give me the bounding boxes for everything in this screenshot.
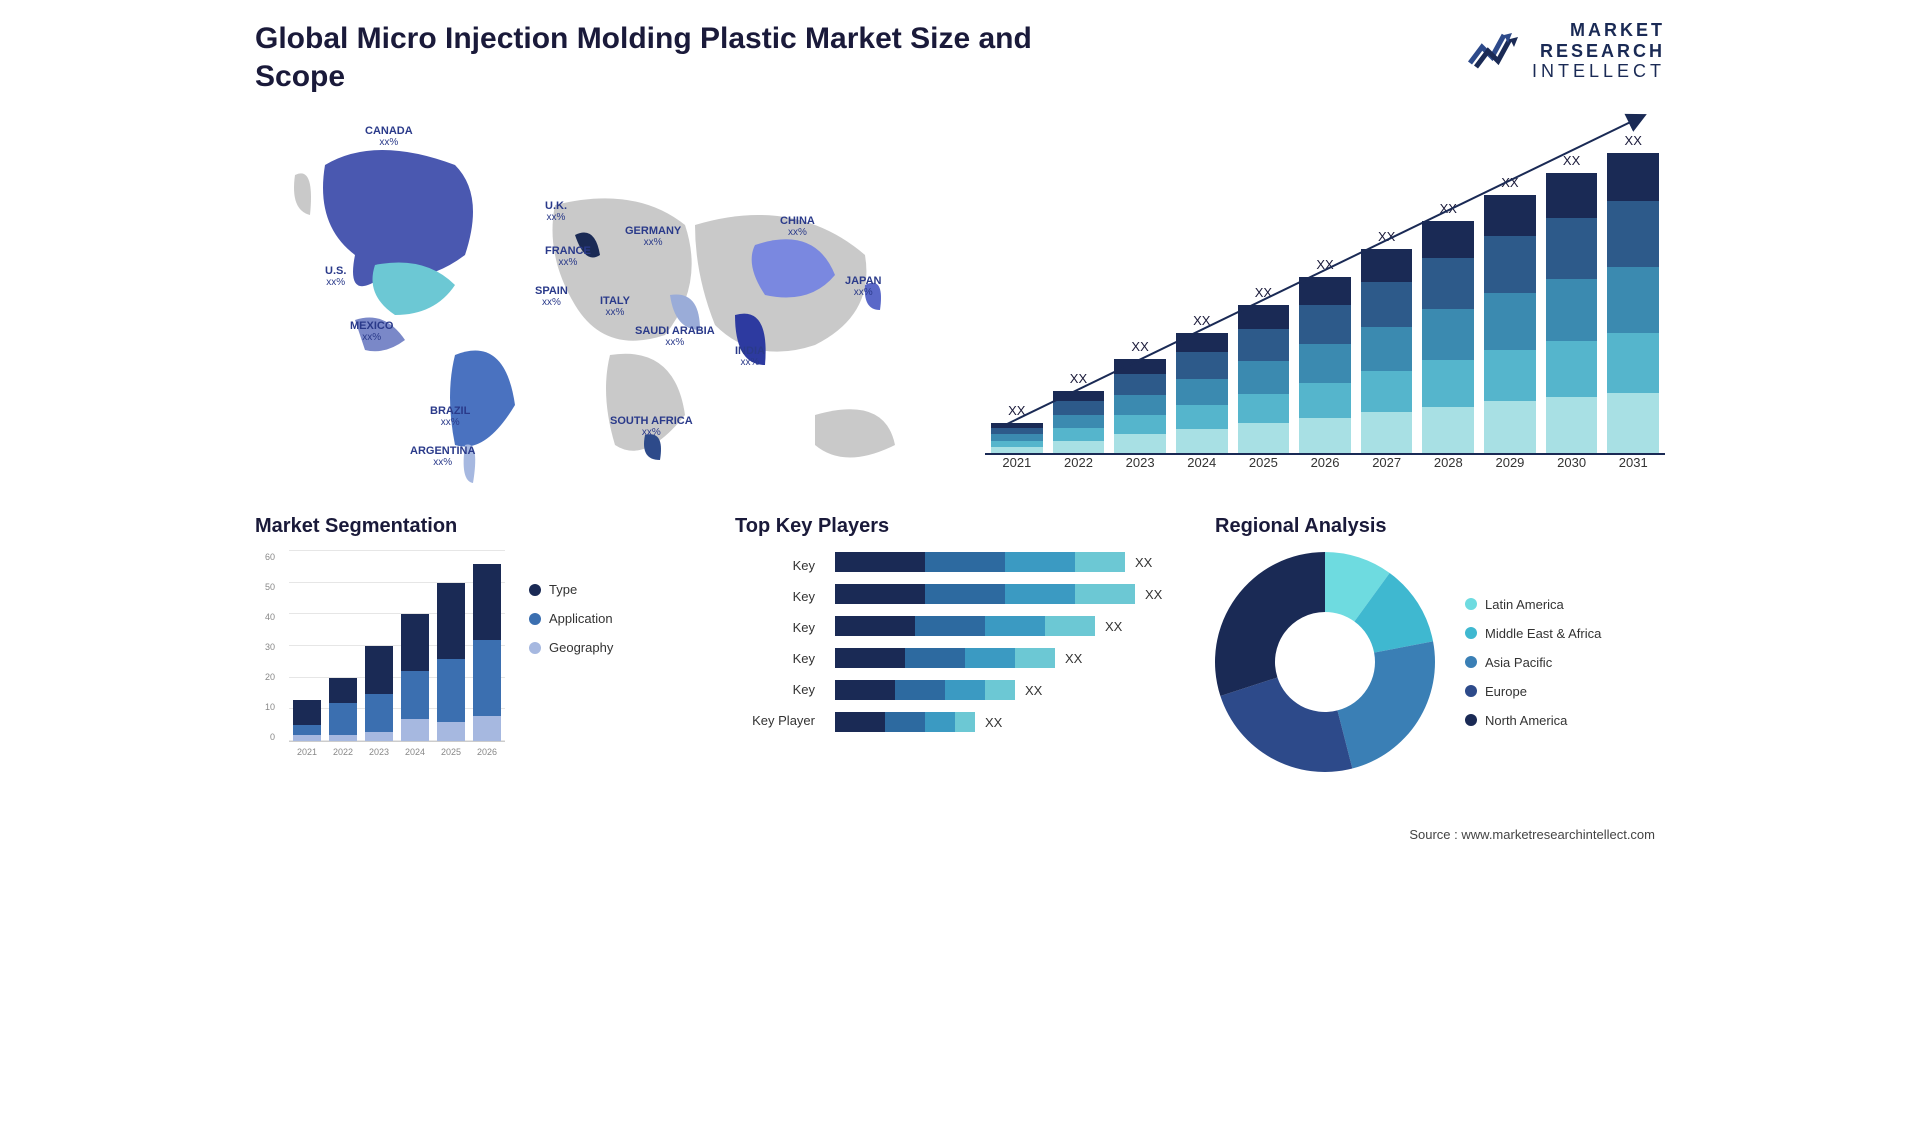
regional-legend-latin-america: Latin America: [1465, 597, 1601, 612]
growth-bar-2024: XX: [1176, 333, 1228, 453]
players-title: Top Key Players: [735, 515, 1185, 538]
logo-icon: [1466, 27, 1520, 76]
logo-line1: MARKET: [1570, 20, 1665, 40]
brand-logo: MARKET RESEARCH INTELLECT: [1466, 20, 1665, 82]
map-label-france: FRANCExx%: [545, 245, 591, 268]
regional-title: Regional Analysis: [1215, 515, 1665, 538]
growth-xlabel: 2022: [1053, 455, 1105, 470]
seg-bar-2022: 2022: [329, 678, 357, 741]
map-label-mexico: MEXICOxx%: [350, 320, 393, 343]
map-label-germany: GERMANYxx%: [625, 225, 681, 248]
map-label-saudi-arabia: SAUDI ARABIAxx%: [635, 325, 715, 348]
player-bar-row: XX: [835, 584, 1185, 604]
world-map-panel: CANADAxx% U.S.xx% MEXICOxx% BRAZILxx% ARGENT…: [255, 105, 945, 495]
seg-bar-2023: 2023: [365, 646, 393, 741]
map-label-spain: SPAINxx%: [535, 285, 568, 308]
source-attribution: Source : www.marketresearchintellect.com: [1409, 827, 1655, 842]
players-panel: Top Key Players Key Key Key Key Key Key Playe…: [735, 515, 1185, 795]
regional-legend-europe: Europe: [1465, 684, 1601, 699]
player-bar-row: XX: [835, 552, 1185, 572]
growth-bar-2029: XX: [1484, 195, 1536, 453]
player-label: Key: [735, 651, 815, 666]
regional-panel: Regional Analysis Latin America Middle Ea…: [1215, 515, 1665, 795]
regional-legend-north-america: North America: [1465, 713, 1601, 728]
segmentation-panel: Market Segmentation 6050403020100 202120…: [255, 515, 705, 795]
map-label-canada: CANADAxx%: [365, 125, 413, 148]
map-label-india: INDIAxx%: [735, 345, 765, 368]
growth-xlabel: 2026: [1299, 455, 1351, 470]
donut-slice-asia-pacific: [1337, 641, 1435, 768]
growth-bar-2023: XX: [1114, 359, 1166, 453]
map-label-japan: JAPANxx%: [845, 275, 881, 298]
seg-bar-2024: 2024: [401, 614, 429, 741]
seg-legend-geography: Geography: [529, 640, 613, 655]
seg-bar-2026: 2026: [473, 564, 501, 741]
growth-xlabel: 2025: [1238, 455, 1290, 470]
growth-xlabel: 2031: [1607, 455, 1659, 470]
map-label-u-k-: U.K.xx%: [545, 200, 567, 223]
player-bar-row: XX: [835, 680, 1185, 700]
growth-bar-2026: XX: [1299, 277, 1351, 453]
donut-slice-europe: [1220, 677, 1352, 772]
player-bar-row: XX: [835, 712, 1185, 732]
seg-bar-2025: 2025: [437, 583, 465, 741]
growth-xlabel: 2021: [991, 455, 1043, 470]
player-label: Key: [735, 682, 815, 697]
regional-legend-middle-east-africa: Middle East & Africa: [1465, 626, 1601, 641]
map-label-italy: ITALYxx%: [600, 295, 630, 318]
growth-bar-2028: XX: [1422, 221, 1474, 453]
growth-bar-2031: XX: [1607, 153, 1659, 453]
player-label: Key Player: [735, 713, 815, 728]
player-bar-row: XX: [835, 648, 1185, 668]
segmentation-title: Market Segmentation: [255, 515, 705, 538]
regional-donut: [1215, 552, 1435, 772]
player-bar-row: XX: [835, 616, 1185, 636]
growth-xlabel: 2028: [1422, 455, 1474, 470]
regional-legend-asia-pacific: Asia Pacific: [1465, 655, 1601, 670]
growth-xlabel: 2030: [1546, 455, 1598, 470]
growth-bar-2021: XX: [991, 423, 1043, 453]
map-label-brazil: BRAZILxx%: [430, 405, 470, 428]
growth-xlabel: 2027: [1361, 455, 1413, 470]
player-label: Key: [735, 558, 815, 573]
logo-line3: INTELLECT: [1532, 61, 1665, 81]
growth-xlabel: 2023: [1114, 455, 1166, 470]
map-label-argentina: ARGENTINAxx%: [410, 445, 475, 468]
growth-bar-2022: XX: [1053, 391, 1105, 453]
player-label: Key: [735, 620, 815, 635]
logo-line2: RESEARCH: [1540, 41, 1665, 61]
growth-chart-panel: XXXXXXXXXXXXXXXXXXXXXX 20212022202320242…: [985, 105, 1665, 495]
seg-legend-type: Type: [529, 582, 613, 597]
growth-xlabel: 2024: [1176, 455, 1228, 470]
growth-bar-2030: XX: [1546, 173, 1598, 453]
growth-xlabel: 2029: [1484, 455, 1536, 470]
growth-bar-2025: XX: [1238, 305, 1290, 453]
map-label-china: CHINAxx%: [780, 215, 815, 238]
page-title: Global Micro Injection Molding Plastic M…: [255, 20, 1055, 95]
map-label-u-s-: U.S.xx%: [325, 265, 346, 288]
donut-slice-north-america: [1215, 552, 1325, 696]
map-label-south-africa: SOUTH AFRICAxx%: [610, 415, 693, 438]
seg-legend-application: Application: [529, 611, 613, 626]
growth-bar-2027: XX: [1361, 249, 1413, 453]
seg-bar-2021: 2021: [293, 700, 321, 741]
player-label: Key: [735, 589, 815, 604]
